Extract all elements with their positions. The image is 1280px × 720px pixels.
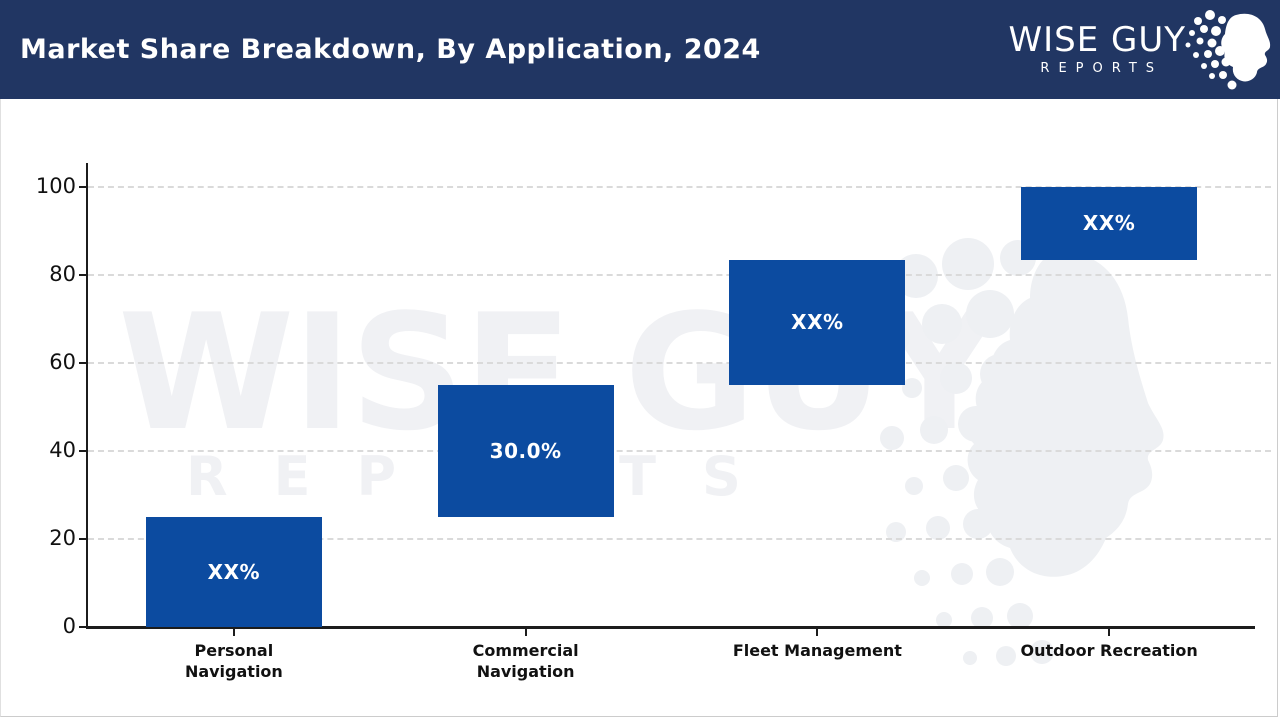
page-title: Market Share Breakdown, By Application, …	[20, 34, 761, 65]
y-tick	[79, 450, 86, 452]
y-axis-line	[86, 163, 88, 629]
x-axis-category-label: Outdoor Recreation	[1020, 641, 1198, 660]
x-tick	[524, 629, 527, 636]
y-tick-label: 20	[49, 526, 76, 550]
x-tick	[232, 629, 235, 636]
x-tick	[1108, 629, 1111, 636]
gridline	[88, 186, 1271, 188]
logo-tagline: REPORTS	[1040, 60, 1164, 76]
bar: XX%	[729, 259, 906, 385]
y-tick-label: 100	[35, 174, 76, 198]
header-bar: Market Share Breakdown, By Application, …	[0, 0, 1280, 99]
gridline	[88, 538, 1271, 540]
page-border	[0, 99, 1278, 717]
gridline	[88, 450, 1271, 452]
logo-name: WISE GUY	[1008, 20, 1186, 61]
bar: 30.0%	[437, 385, 614, 517]
x-axis-category-label: Commercial Navigation	[472, 641, 579, 681]
y-tick	[79, 274, 86, 276]
bar: XX%	[1021, 187, 1198, 260]
y-tick-label: 0	[62, 614, 76, 638]
y-tick-label: 80	[49, 262, 76, 286]
wise-guy-logo: WISE GUY REPORTS	[1008, 7, 1272, 93]
y-tick	[79, 362, 86, 364]
gridline	[88, 274, 1271, 276]
x-axis-line	[86, 626, 1255, 629]
watermark-head-icon	[880, 238, 1164, 666]
logo-text: WISE GUY REPORTS	[1008, 20, 1186, 76]
wiseguy-head-logo-icon	[1185, 9, 1271, 89]
x-tick	[816, 629, 819, 636]
gridline	[88, 362, 1271, 364]
x-axis-category-label: Fleet Management	[732, 641, 902, 660]
bar-value-label: 30.0%	[489, 439, 562, 463]
y-tick-label: 40	[49, 438, 76, 462]
bar: XX%	[145, 517, 322, 627]
y-tick-label: 60	[49, 350, 76, 374]
bar-value-label: XX%	[1082, 211, 1136, 236]
y-tick	[79, 186, 86, 188]
y-tick	[79, 538, 86, 540]
bar-value-label: XX%	[207, 560, 261, 584]
x-axis-category-label: Personal Navigation	[184, 641, 283, 681]
y-tick	[79, 626, 86, 628]
bar-value-label: XX%	[791, 310, 844, 335]
